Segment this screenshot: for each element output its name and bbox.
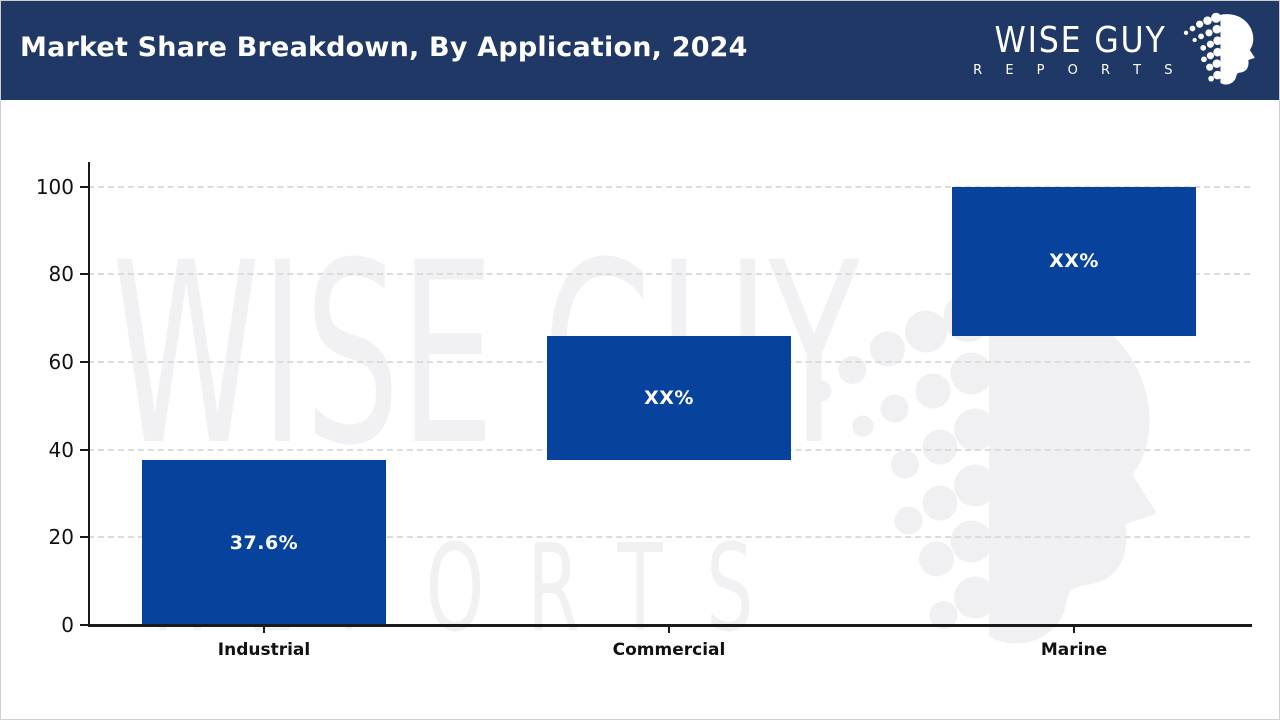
y-gridline [88,536,1250,539]
y-axis-tick [80,185,88,188]
bar-value-label: XX% [1049,250,1099,273]
y-axis-tick [80,360,88,363]
x-axis-tick [263,625,265,633]
bar-marine: XX% [952,186,1196,336]
y-gridline [88,273,1250,276]
bar-commercial: XX% [547,335,791,461]
y-axis-tick [80,624,88,626]
bar-industrial: 37.6% [142,460,386,625]
logo-text: WISE GUY R E P O R T S [969,19,1182,78]
y-tick-label: 20 [48,525,74,550]
y-tick-label: 100 [35,174,74,199]
x-axis-line [88,624,1252,627]
y-tick-label: 80 [48,262,74,287]
y-gridline [88,185,1250,188]
logo-wordmark: WISE GUY [994,19,1167,61]
y-axis-tick [80,448,88,451]
page-title: Market Share Breakdown, By Application, … [20,31,748,63]
category-label-commercial: Commercial [612,640,726,660]
bar-value-label: XX% [644,386,694,409]
header-bar: Market Share Breakdown, By Application, … [0,0,1280,100]
x-axis-tick [668,625,670,633]
y-tick-label: 0 [61,613,74,637]
category-label-marine: Marine [1040,640,1108,660]
logo-face-icon [1183,12,1255,85]
category-label-industrial: Industrial [217,640,311,660]
y-tick-label: 60 [48,349,74,374]
y-axis-tick [80,273,88,276]
chart-canvas: WISE GUY REPORTS 0 20 40 60 80 100 37.6% XX% XX%… [0,100,1280,720]
y-axis-line [88,162,90,625]
wise-guy-logo: WISE GUY R E P O R T S [969,0,1262,100]
y-tick-label: 40 [48,437,74,462]
bar-value-label: 37.6% [229,531,299,554]
logo-subtitle: R E P O R T S [973,62,1182,78]
y-axis-tick [80,536,88,539]
